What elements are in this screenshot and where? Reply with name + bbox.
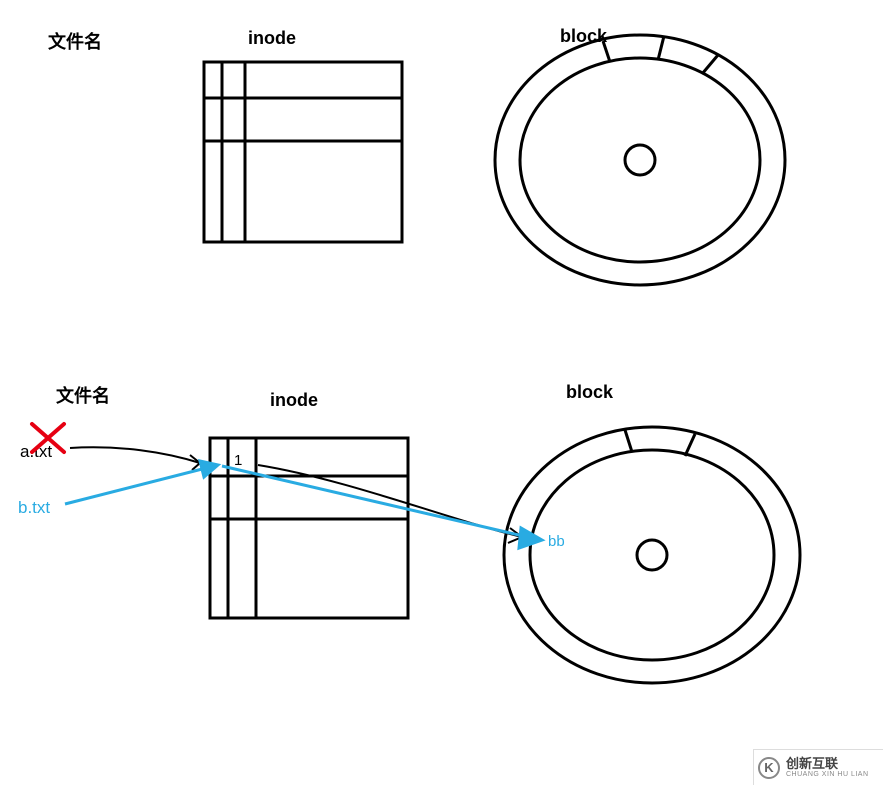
top-disk (495, 35, 785, 285)
watermark-logo-icon: K (758, 757, 780, 779)
watermark: K 创新互联 CHUANG XIN HU LIAN (753, 749, 883, 785)
arrow-inode-to-block-blue (222, 466, 542, 548)
red-x-icon (32, 424, 64, 452)
watermark-line1: 创新互联 (786, 757, 869, 771)
arrow-a-to-inode (70, 447, 200, 470)
top-inode-table (204, 62, 402, 242)
diagram-svg (0, 0, 883, 785)
bottom-inode-table (210, 438, 408, 618)
watermark-line2: CHUANG XIN HU LIAN (786, 771, 869, 779)
bottom-disk (504, 427, 800, 683)
